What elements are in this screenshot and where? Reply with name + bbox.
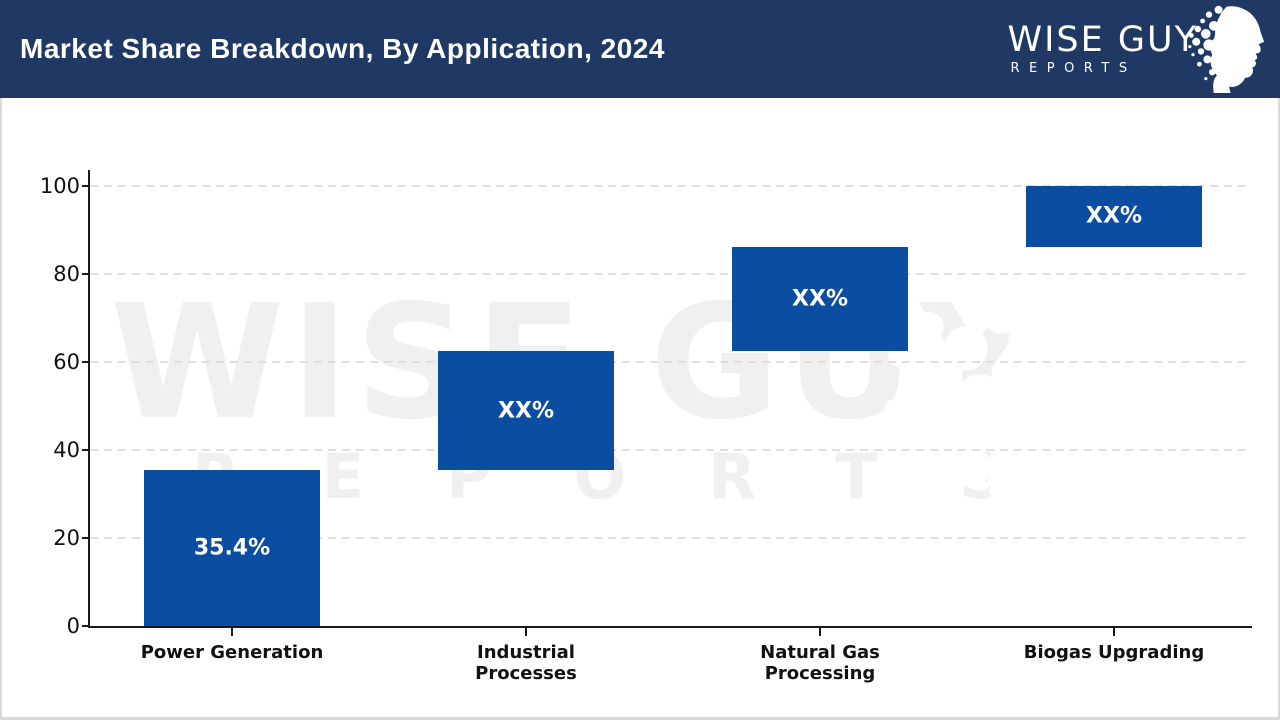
y-tick-label: 80 — [53, 262, 80, 286]
x-category-label: Biogas Upgrading — [1023, 642, 1205, 663]
y-tick-label: 20 — [53, 526, 80, 550]
bar-value-label: XX% — [1086, 203, 1142, 229]
y-tick-label: 60 — [53, 350, 80, 374]
bar — [1026, 186, 1202, 247]
bar-value-label: 35.4% — [193, 535, 271, 561]
y-tick — [82, 273, 90, 275]
y-axis — [88, 170, 90, 628]
x-axis — [88, 626, 1252, 628]
y-tick — [82, 537, 90, 539]
y-tick — [82, 449, 90, 451]
x-category-label: Natural Gas Processing — [760, 642, 880, 685]
bar — [144, 470, 320, 626]
y-tick — [82, 625, 90, 627]
x-tick — [525, 628, 527, 636]
x-tick — [819, 628, 821, 636]
bar — [438, 351, 614, 471]
gridline — [90, 537, 1252, 539]
page-title: Market Share Breakdown, By Application, … — [20, 33, 665, 64]
x-category-label: Power Generation — [140, 642, 324, 663]
gridline — [90, 185, 1252, 187]
logo-head-icon — [1188, 5, 1265, 93]
gridline — [90, 273, 1252, 275]
bar-value-label: XX% — [792, 286, 848, 312]
gridline — [90, 361, 1252, 363]
watermark-head-icon — [884, 219, 1235, 621]
y-tick-label: 40 — [53, 438, 80, 462]
y-tick-label: 100 — [39, 174, 80, 198]
x-tick — [1113, 628, 1115, 636]
bar — [732, 246, 908, 351]
wiseguy-logo: WISE GUY REPORTS — [1007, 5, 1266, 93]
y-tick-label: 0 — [66, 614, 80, 638]
y-tick — [82, 361, 90, 363]
x-tick — [231, 628, 233, 636]
bar-value-label: XX% — [498, 398, 554, 424]
header: Market Share Breakdown, By Application, … — [0, 0, 1280, 98]
logo-wordmark: WISE GUY — [1007, 20, 1198, 60]
y-tick — [82, 185, 90, 187]
logo-text: WISE GUY REPORTS — [1007, 20, 1198, 76]
gridline — [90, 449, 1252, 451]
chart-area: WISE GUY REPORTS 0 20 40 60 80 100 35.4% Power … — [0, 98, 1280, 720]
x-category-label: Industrial Processes — [475, 642, 577, 685]
logo-subtitle: REPORTS — [1010, 61, 1137, 76]
